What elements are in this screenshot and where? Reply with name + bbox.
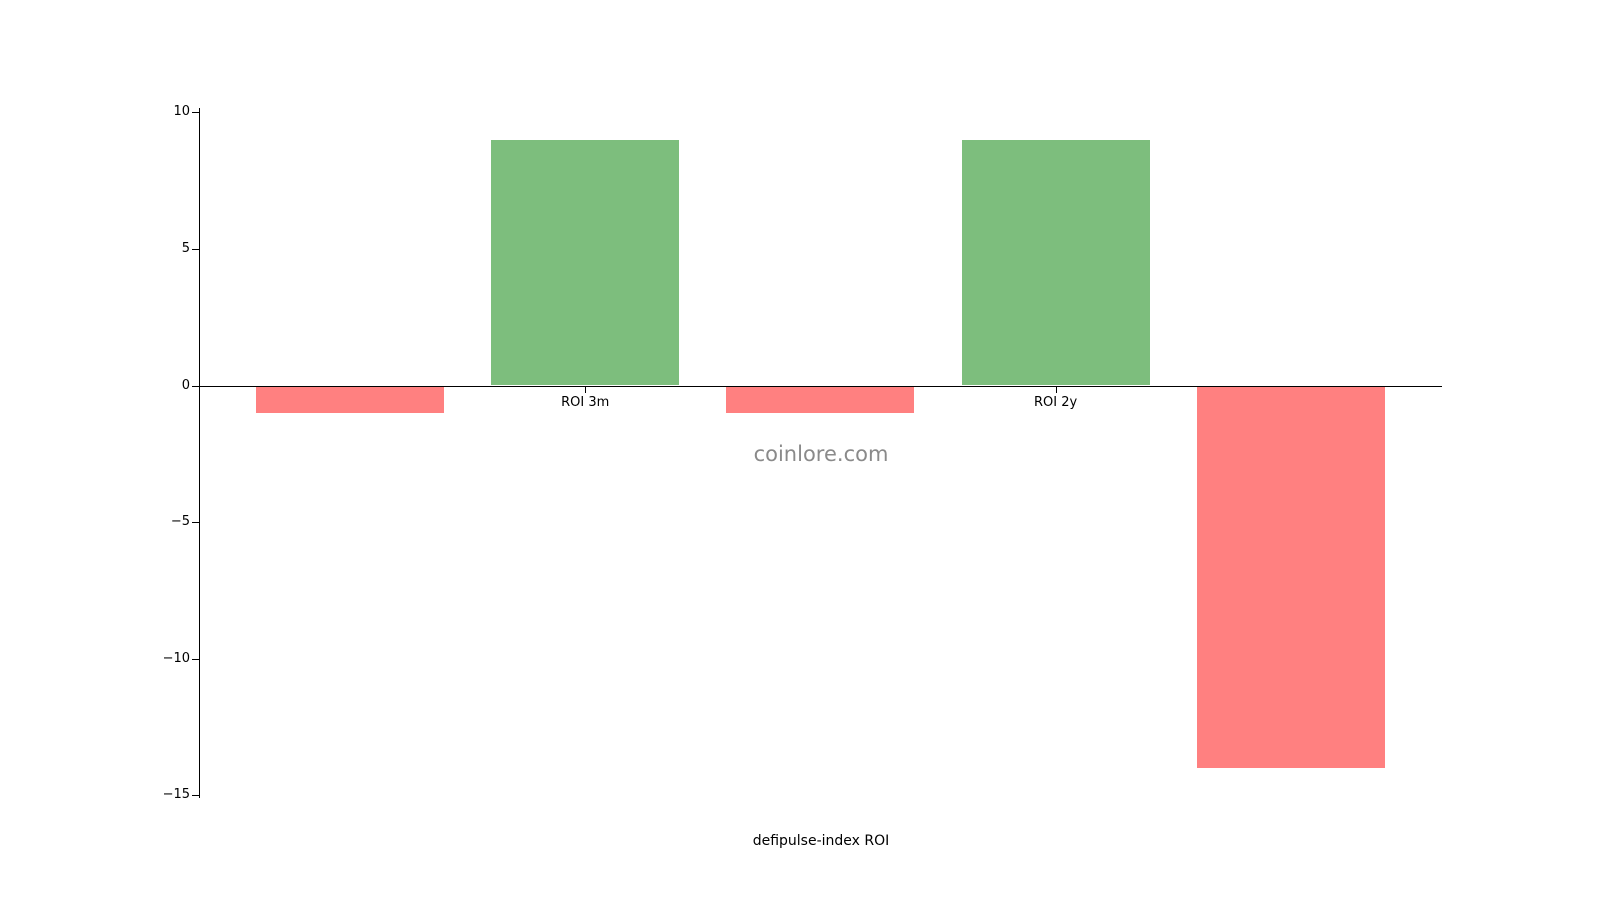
bar-bar-1 [256, 386, 444, 414]
y-axis-spine [199, 108, 200, 798]
x-tick-mark [1055, 386, 1057, 393]
bar-bar-5 [1196, 386, 1385, 769]
y-tick-label: 0 [181, 377, 190, 393]
x-tick-mark [585, 386, 587, 393]
x-tick-label-roi-3m: ROI 3m [561, 395, 610, 410]
y-tick-label: −10 [162, 650, 190, 666]
y-tick-mark [192, 385, 199, 387]
y-tick-mark [192, 248, 199, 250]
x-tick-label-roi-2y: ROI 2y [1033, 395, 1078, 410]
x-axis-zero-line [200, 385, 1442, 387]
y-tick-label: 5 [181, 240, 190, 256]
y-tick-mark [192, 795, 199, 797]
y-tick-label: 10 [173, 104, 190, 120]
y-tick-label: −5 [170, 514, 190, 530]
bar-bar-3 [726, 386, 915, 414]
watermark-text: coinlore.com [753, 442, 889, 466]
y-tick-mark [192, 112, 199, 114]
chart-title: defipulse-index ROI [752, 833, 890, 849]
bar-roi-2y [961, 139, 1150, 386]
y-tick-mark [192, 658, 199, 660]
y-tick-label: −15 [162, 787, 190, 803]
bar-roi-3m [491, 139, 680, 386]
y-tick-mark [192, 522, 199, 524]
